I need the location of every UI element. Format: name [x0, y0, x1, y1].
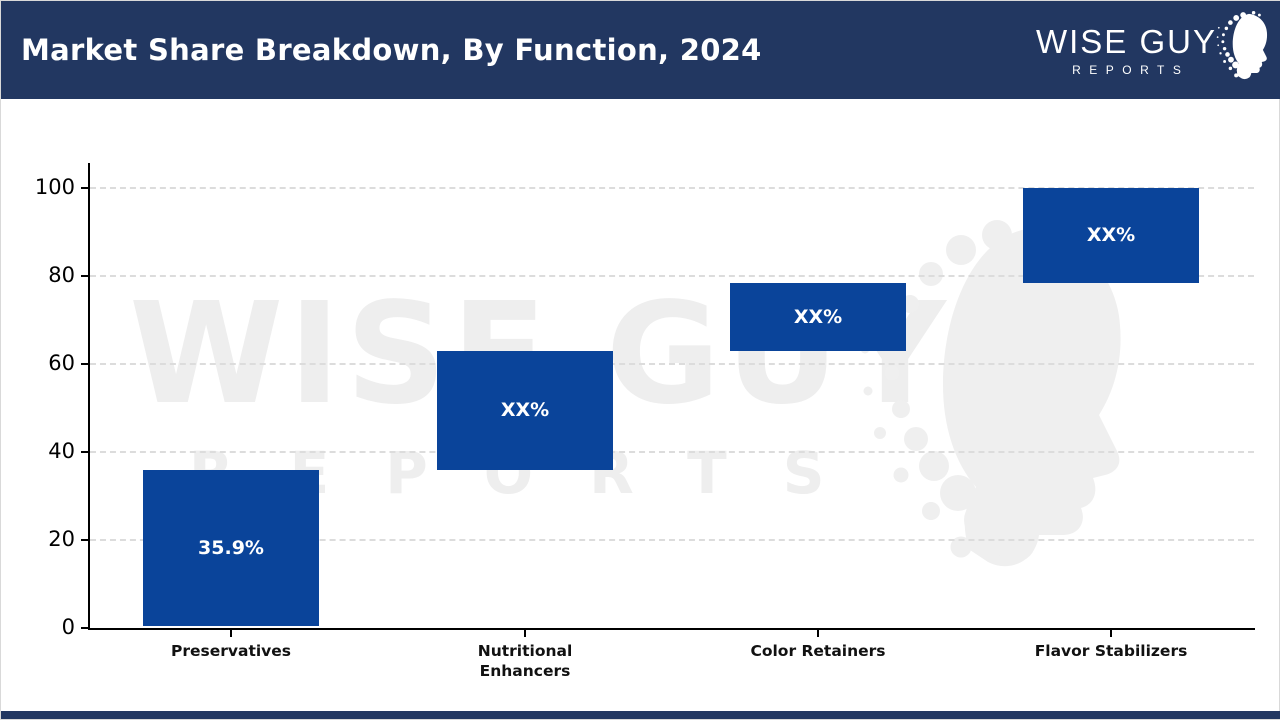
category-label-flavor-stabilizers: Flavor Stabilizers [1034, 642, 1188, 660]
header-bar: Market Share Breakdown, By Function, 202… [1, 1, 1280, 99]
bar-value-label-preservatives: 35.9% [198, 537, 264, 559]
footer-bar [1, 711, 1280, 719]
y-tick-mark-40 [81, 451, 88, 453]
x-axis-line [88, 628, 1255, 630]
y-tick-label-40: 40 [48, 439, 75, 463]
y-axis-line [88, 163, 90, 630]
bar-preservatives: 35.9% [143, 470, 319, 626]
category-label-preservatives: Preservatives [170, 642, 292, 660]
grid-line-100 [90, 187, 1254, 189]
bar-color-retainers: XX% [730, 282, 906, 351]
y-tick-label-0: 0 [61, 615, 75, 639]
bar-flavor-stabilizers: XX% [1023, 188, 1199, 283]
bar-nutritional-enhancers: XX% [437, 350, 613, 471]
category-label-color-retainers: Color Retainers [750, 642, 886, 660]
grid-line-80 [90, 275, 1254, 277]
x-tick-mark-color-retainers [817, 630, 819, 637]
y-tick-mark-60 [81, 363, 88, 365]
y-tick-label-20: 20 [48, 527, 75, 551]
brand-face-icon [1216, 10, 1268, 80]
brand-logo: WISE GUY REPORTS [1036, 7, 1271, 95]
bar-value-label-color-retainers: XX% [793, 305, 843, 328]
brand-logo-text: WISE GUY REPORTS [1036, 25, 1217, 77]
y-tick-label-100: 100 [34, 175, 75, 199]
grid-line-20 [90, 539, 1254, 541]
grid-line-40 [90, 451, 1254, 453]
x-tick-mark-flavor-stabilizers [1110, 630, 1112, 637]
grid-line-60 [90, 363, 1254, 365]
x-tick-mark-nutritional-enhancers [524, 630, 526, 637]
y-tick-mark-80 [81, 275, 88, 277]
brand-name: WISE GUY [1035, 23, 1217, 61]
brand-subtitle: REPORTS [1072, 62, 1190, 77]
watermark-face-logo [860, 214, 1121, 567]
bar-value-label-flavor-stabilizers: XX% [1086, 224, 1136, 247]
y-tick-mark-0 [81, 627, 88, 629]
bar-value-label-nutritional-enhancers: XX% [500, 399, 550, 422]
category-label-nutritional-enhancers: Nutritional Enhancers [477, 642, 573, 681]
y-tick-label-60: 60 [48, 351, 75, 375]
page-title: Market Share Breakdown, By Function, 202… [21, 33, 762, 67]
y-tick-mark-20 [81, 539, 88, 541]
y-tick-label-80: 80 [48, 263, 75, 287]
y-tick-mark-100 [81, 187, 88, 189]
x-tick-mark-preservatives [230, 630, 232, 637]
